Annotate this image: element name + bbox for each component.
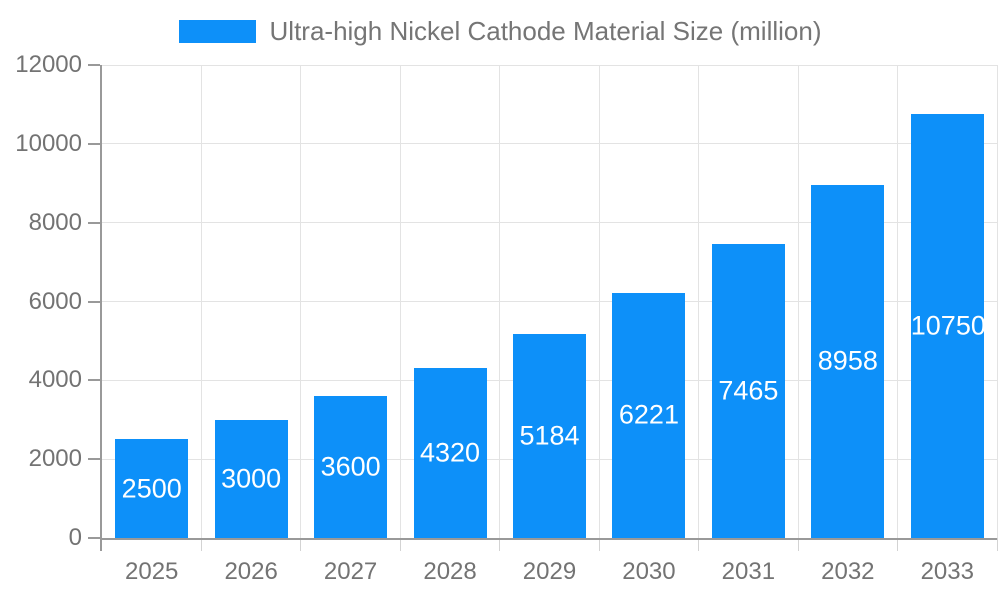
bar-value-label: 2500 — [121, 473, 182, 504]
bar-value-label: 10750 — [910, 310, 986, 341]
y-axis-tick-label: 10000 — [15, 129, 82, 157]
y-axis-tick-label: 0 — [68, 524, 82, 551]
bar-value-label: 5184 — [519, 420, 580, 451]
legend-series-label: Ultra-high Nickel Cathode Material Size … — [269, 16, 822, 46]
x-axis-tick-label: 2031 — [721, 558, 776, 585]
x-axis-tick-label: 2029 — [522, 558, 577, 585]
gridline-vertical — [300, 65, 302, 538]
y-axis-tick-label: 4000 — [28, 366, 82, 394]
bar-2031[interactable]: 7465 — [711, 243, 785, 538]
y-axis-tick — [88, 221, 100, 224]
legend-swatch-icon — [178, 20, 256, 43]
y-axis-tick — [88, 142, 100, 145]
y-axis-tick — [88, 537, 100, 539]
gridline-vertical — [797, 65, 799, 538]
y-axis-tick-label: 12000 — [15, 51, 82, 78]
y-axis-tick — [88, 300, 100, 303]
x-axis-tick — [698, 538, 700, 551]
bar-value-label: 8958 — [817, 345, 878, 376]
x-axis-tick-label: 2026 — [224, 558, 278, 585]
x-axis-tick — [399, 538, 401, 551]
bar-2032[interactable]: 8958 — [811, 184, 885, 538]
legend[interactable]: Ultra-high Nickel Cathode Material Size … — [0, 16, 1000, 47]
x-axis-tick — [996, 538, 998, 551]
x-axis-line — [100, 538, 997, 540]
bar-value-label: 7465 — [718, 375, 779, 406]
gridline-vertical — [200, 65, 202, 538]
x-axis-tick — [598, 538, 600, 551]
x-axis-tick-label: 2028 — [423, 558, 477, 585]
bar-value-label: 3000 — [221, 463, 282, 494]
x-axis-tick — [100, 538, 102, 551]
bar-value-label: 6221 — [618, 399, 679, 430]
y-axis-tick — [88, 64, 100, 66]
x-axis-tick-label: 2032 — [821, 558, 875, 585]
gridline-vertical — [897, 65, 899, 538]
bar-2027[interactable]: 3600 — [314, 396, 388, 538]
bar-2030[interactable]: 6221 — [612, 292, 686, 538]
y-axis-tick — [88, 379, 100, 382]
x-axis-tick-label: 2033 — [920, 558, 974, 585]
x-axis-tick-label: 2025 — [125, 558, 179, 585]
gridline-vertical — [399, 65, 401, 538]
y-axis-tick-label: 2000 — [28, 445, 82, 473]
x-axis-tick — [200, 538, 202, 551]
gridline-horizontal — [102, 64, 997, 66]
bar-2033[interactable]: 10750 — [910, 114, 986, 538]
bar-value-label: 3600 — [320, 451, 381, 482]
y-axis-tick-label: 6000 — [28, 287, 82, 315]
x-axis-tick — [797, 538, 799, 551]
y-axis-tick-label: 8000 — [28, 208, 82, 236]
gridline-horizontal — [102, 301, 997, 302]
gridline-horizontal — [102, 222, 997, 224]
bar-2025[interactable]: 2500 — [115, 439, 189, 538]
bar-2029[interactable]: 5184 — [513, 333, 586, 538]
bar-2026[interactable]: 3000 — [214, 419, 288, 538]
y-axis-line — [100, 65, 102, 538]
y-axis-tick — [88, 458, 100, 461]
gridline-vertical — [996, 65, 998, 538]
gridline-vertical — [499, 65, 501, 538]
gridline-horizontal — [102, 143, 997, 145]
x-axis-tick-label: 2027 — [323, 558, 378, 585]
bar-value-label: 4320 — [420, 437, 481, 468]
x-axis-tick — [897, 538, 899, 551]
x-axis-tick-label: 2030 — [622, 558, 676, 585]
gridline-vertical — [698, 65, 700, 538]
x-axis-tick — [499, 538, 501, 551]
gridline-vertical — [598, 65, 600, 538]
x-axis-tick — [300, 538, 302, 551]
bar-2028[interactable]: 4320 — [413, 367, 487, 538]
